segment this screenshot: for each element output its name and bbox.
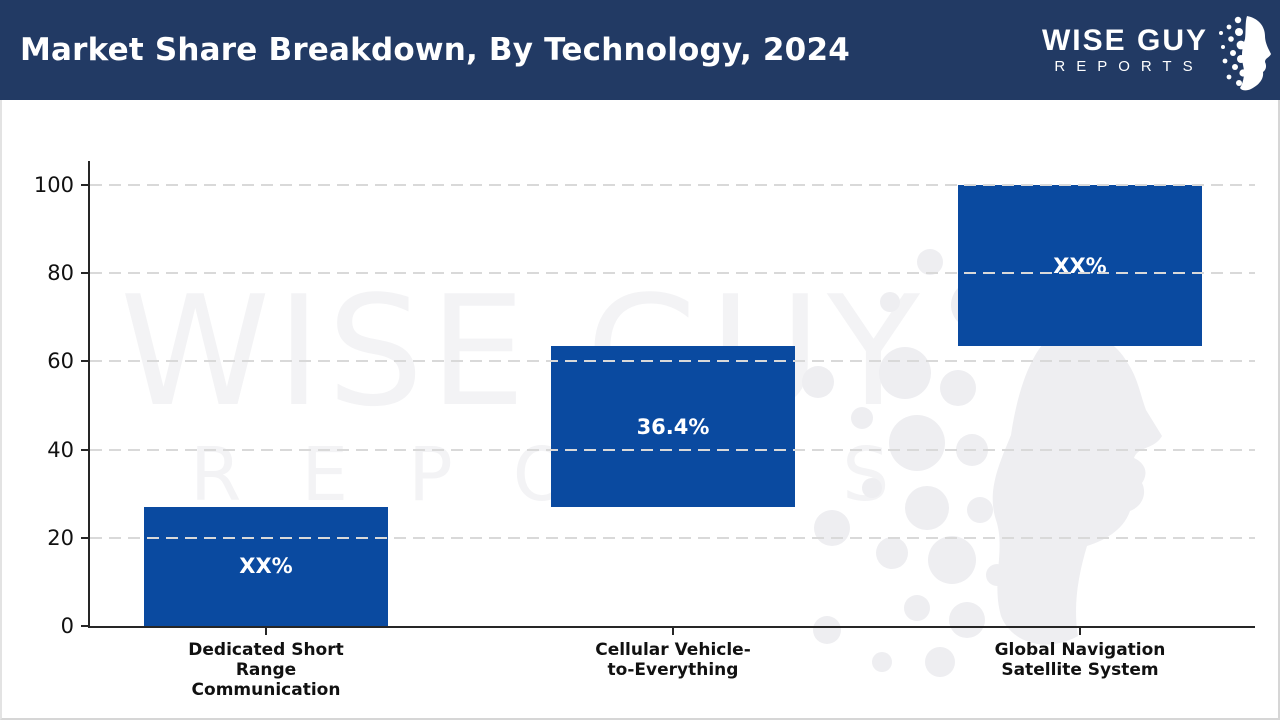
bar-segment[interactable]: 36.4% [551, 346, 795, 507]
bar-segment[interactable]: XX% [958, 185, 1202, 347]
plot-area: 0 20 40 60 80 100 XX% 36.4% XX% Dedicated Short… [34, 161, 1255, 700]
x-category-label: Dedicated Short Range Communication [188, 640, 344, 700]
y-tick-label-0: 0 [60, 614, 74, 638]
y-tick-label-60: 60 [47, 349, 74, 374]
header-bar: Market Share Breakdown, By Technology, 2… [0, 0, 1280, 100]
y-tick-label-20: 20 [47, 525, 74, 550]
y-tick-mark-60 [81, 360, 88, 363]
brand-logo-text: WISE GUY REPORTS [1042, 24, 1208, 76]
bar-value-label: 36.4% [636, 414, 710, 439]
x-axis-line [88, 626, 1255, 628]
bar-segment[interactable]: XX% [144, 506, 388, 626]
x-tick-mark-1 [672, 628, 674, 635]
brand-logo-subtitle: REPORTS [1054, 58, 1204, 75]
brand-logo: WISE GUY REPORTS [1042, 7, 1272, 93]
gridline-40 [90, 448, 1255, 451]
y-tick-mark-0 [81, 625, 88, 627]
gridline-60 [90, 360, 1255, 363]
gridline-100 [90, 184, 1255, 187]
y-tick-mark-80 [81, 272, 88, 275]
y-axis-line [88, 161, 90, 628]
chart-title: Market Share Breakdown, By Technology, 2… [20, 32, 850, 68]
y-tick-mark-20 [81, 536, 88, 539]
y-tick-mark-100 [81, 184, 88, 187]
x-category-label: Global Navigation Satellite System [994, 640, 1166, 680]
gridline-80 [90, 272, 1255, 275]
y-tick-label-40: 40 [47, 437, 74, 462]
brand-logo-name: WISE GUY [1041, 24, 1208, 57]
x-category-label: Cellular Vehicle- to-Everything [595, 640, 751, 680]
bar-value-label: XX% [239, 554, 293, 579]
y-tick-mark-40 [81, 448, 88, 451]
x-tick-mark-2 [1079, 628, 1081, 635]
x-tick-mark-0 [265, 628, 267, 635]
gridline-20 [90, 536, 1255, 539]
head-profile-logo-icon [1219, 16, 1271, 91]
y-tick-label-100: 100 [33, 173, 74, 198]
y-tick-label-80: 80 [47, 261, 74, 286]
